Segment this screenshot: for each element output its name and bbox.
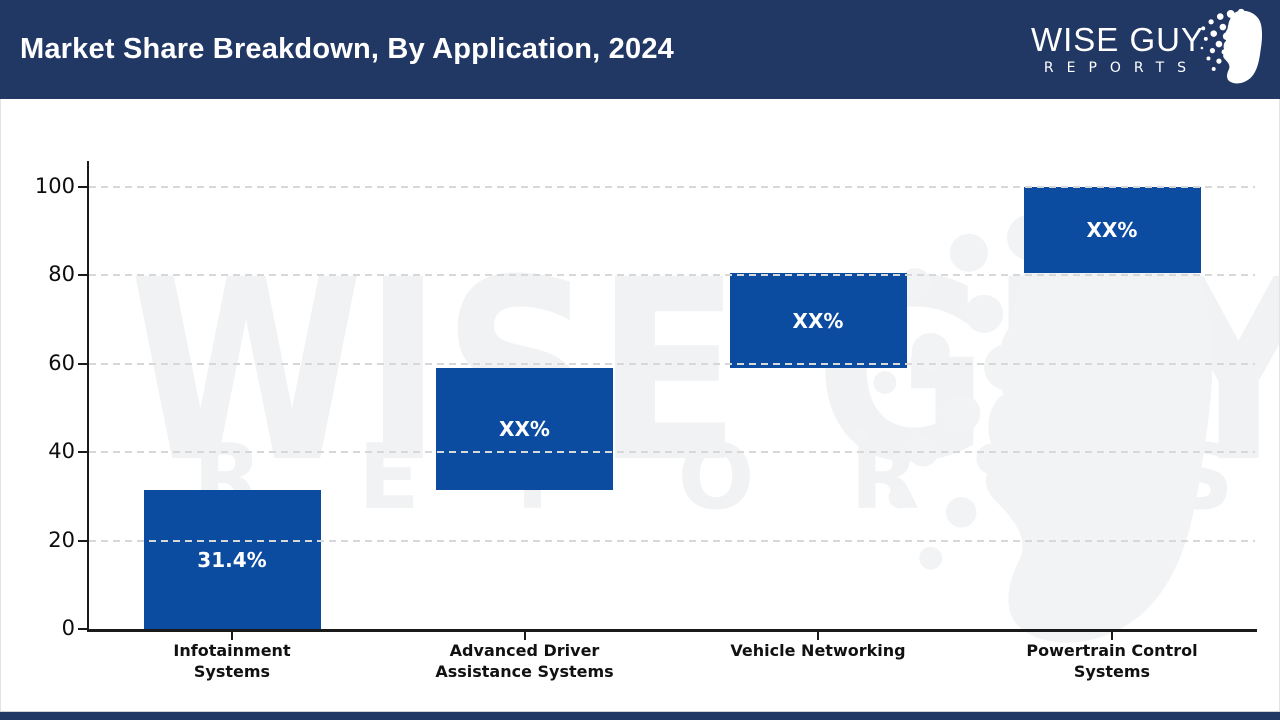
brand-logo-text: WISE GUY REPORTS <box>1031 21 1204 76</box>
x-tick-mark-advanced-driver-assistance-systems <box>523 632 526 640</box>
y-tick-mark-40 <box>78 451 88 454</box>
y-axis-tick-label-20: 20 <box>48 527 75 552</box>
header-bar: Market Share Breakdown, By Application, … <box>0 0 1280 99</box>
y-tick-mark-20 <box>78 539 88 542</box>
bar-infotainment-systems <box>143 490 321 629</box>
x-axis-label-line: Systems <box>193 662 271 681</box>
y-axis-tick-label-100: 100 <box>34 174 75 198</box>
x-axis-label-advanced-driver-assistance-systems: Advanced Driver Assistance Systems <box>380 640 670 682</box>
x-tick-mark-vehicle-networking <box>817 632 819 640</box>
gridline-100 <box>89 186 1255 188</box>
y-axis-tick-label-80: 80 <box>48 262 75 287</box>
gridline-60 <box>89 362 1255 365</box>
x-axis-label-line: Advanced Driver <box>449 641 600 660</box>
footer-bar <box>0 711 1280 720</box>
y-tick-mark-0 <box>78 628 88 630</box>
x-axis-label-line: Assistance Systems <box>435 662 614 681</box>
brand-name: WISE GUY <box>1030 20 1204 58</box>
x-axis-line <box>87 629 1257 632</box>
y-axis-tick-label-0: 0 <box>61 616 75 640</box>
y-tick-mark-60 <box>78 362 88 365</box>
y-tick-mark-100 <box>78 186 88 188</box>
bar-vehicle-networking <box>729 273 907 369</box>
brand-head-icon <box>1198 6 1270 90</box>
x-axis-label-line: Infotainment <box>173 641 291 660</box>
y-tick-mark-80 <box>78 274 88 277</box>
bar-value-label-powertrain-control-systems: XX% <box>1086 218 1138 243</box>
x-axis-label-line: Vehicle Networking <box>730 641 906 660</box>
gridline-20 <box>89 539 1255 542</box>
chart-plot-area: WISE GUY REPORTS 0 20 40 60 80 100 31.4% Infota… <box>0 99 1280 712</box>
bar-powertrain-control-systems <box>1023 187 1201 274</box>
x-axis-label-line: Systems <box>1073 662 1151 681</box>
y-axis-line <box>87 161 89 632</box>
y-axis-tick-label-40: 40 <box>48 439 75 464</box>
x-axis-label-powertrain-control-systems: Powertrain Control Systems <box>967 640 1257 682</box>
chart-title: Market Share Breakdown, By Application, … <box>20 33 674 65</box>
y-axis-tick-label-60: 60 <box>48 350 75 375</box>
brand-logo: WISE GUY REPORTS <box>1031 6 1270 90</box>
bar-value-label-advanced-driver-assistance-systems: XX% <box>499 417 550 442</box>
x-tick-mark-infotainment-systems <box>231 632 233 640</box>
brand-subtitle: REPORTS <box>1043 59 1200 76</box>
x-axis-label-vehicle-networking: Vehicle Networking <box>673 640 963 661</box>
x-axis-label-infotainment-systems: Infotainment Systems <box>87 640 377 682</box>
bar-advanced-driver-assistance-systems <box>436 368 613 491</box>
bar-value-label-vehicle-networking: XX% <box>792 308 844 333</box>
x-tick-mark-powertrain-control-systems <box>1111 632 1113 640</box>
bar-value-label-infotainment-systems: 31.4% <box>197 547 267 572</box>
gridline-80 <box>89 274 1255 277</box>
x-axis-label-line: Powertrain Control <box>1026 641 1198 660</box>
gridline-40 <box>89 451 1255 454</box>
